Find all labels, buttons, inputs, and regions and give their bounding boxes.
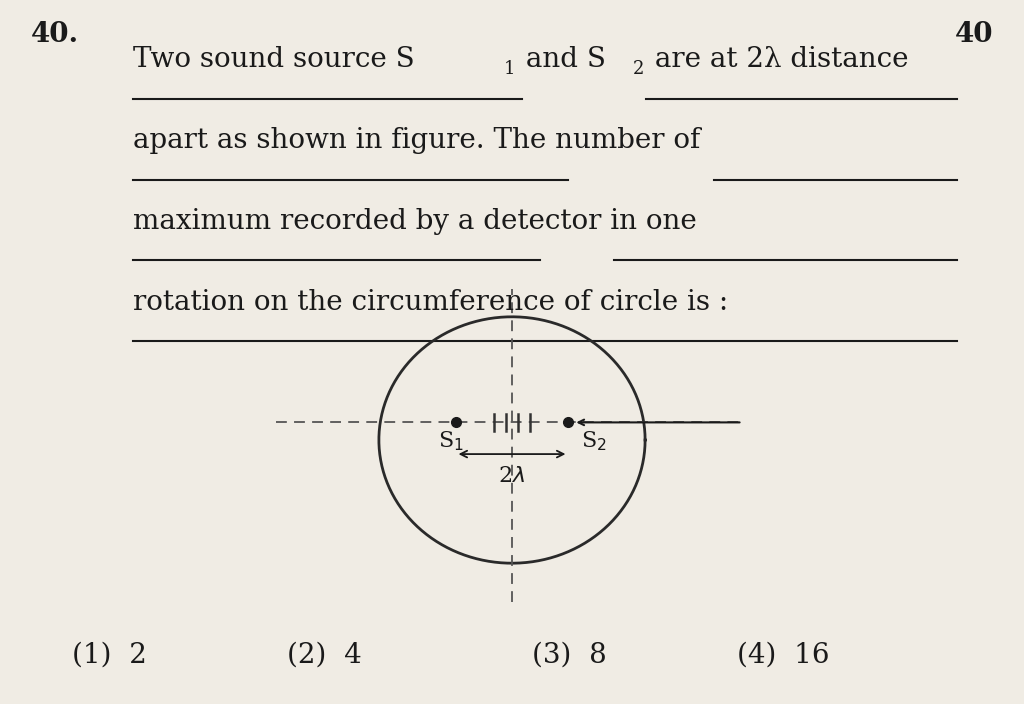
Text: (4)  16: (4) 16 — [737, 642, 829, 669]
Text: Two sound source S: Two sound source S — [133, 46, 415, 73]
Text: 2$\lambda$: 2$\lambda$ — [499, 465, 525, 487]
Text: and S: and S — [517, 46, 606, 73]
Text: 40.: 40. — [31, 21, 79, 48]
Text: 40: 40 — [954, 21, 993, 48]
Text: apart as shown in figure. The number of: apart as shown in figure. The number of — [133, 127, 700, 153]
Text: (3)  8: (3) 8 — [532, 642, 607, 669]
Text: (1)  2: (1) 2 — [72, 642, 146, 669]
Text: (2)  4: (2) 4 — [287, 642, 361, 669]
Text: are at 2λ distance: are at 2λ distance — [646, 46, 908, 73]
Text: maximum recorded by a detector in one: maximum recorded by a detector in one — [133, 208, 697, 234]
Text: S$_2$: S$_2$ — [581, 429, 607, 453]
Text: rotation on the circumference of circle is :: rotation on the circumference of circle … — [133, 289, 728, 315]
Text: S$_1$: S$_1$ — [437, 429, 464, 453]
Text: 2: 2 — [633, 60, 644, 78]
Text: 1: 1 — [504, 60, 515, 78]
